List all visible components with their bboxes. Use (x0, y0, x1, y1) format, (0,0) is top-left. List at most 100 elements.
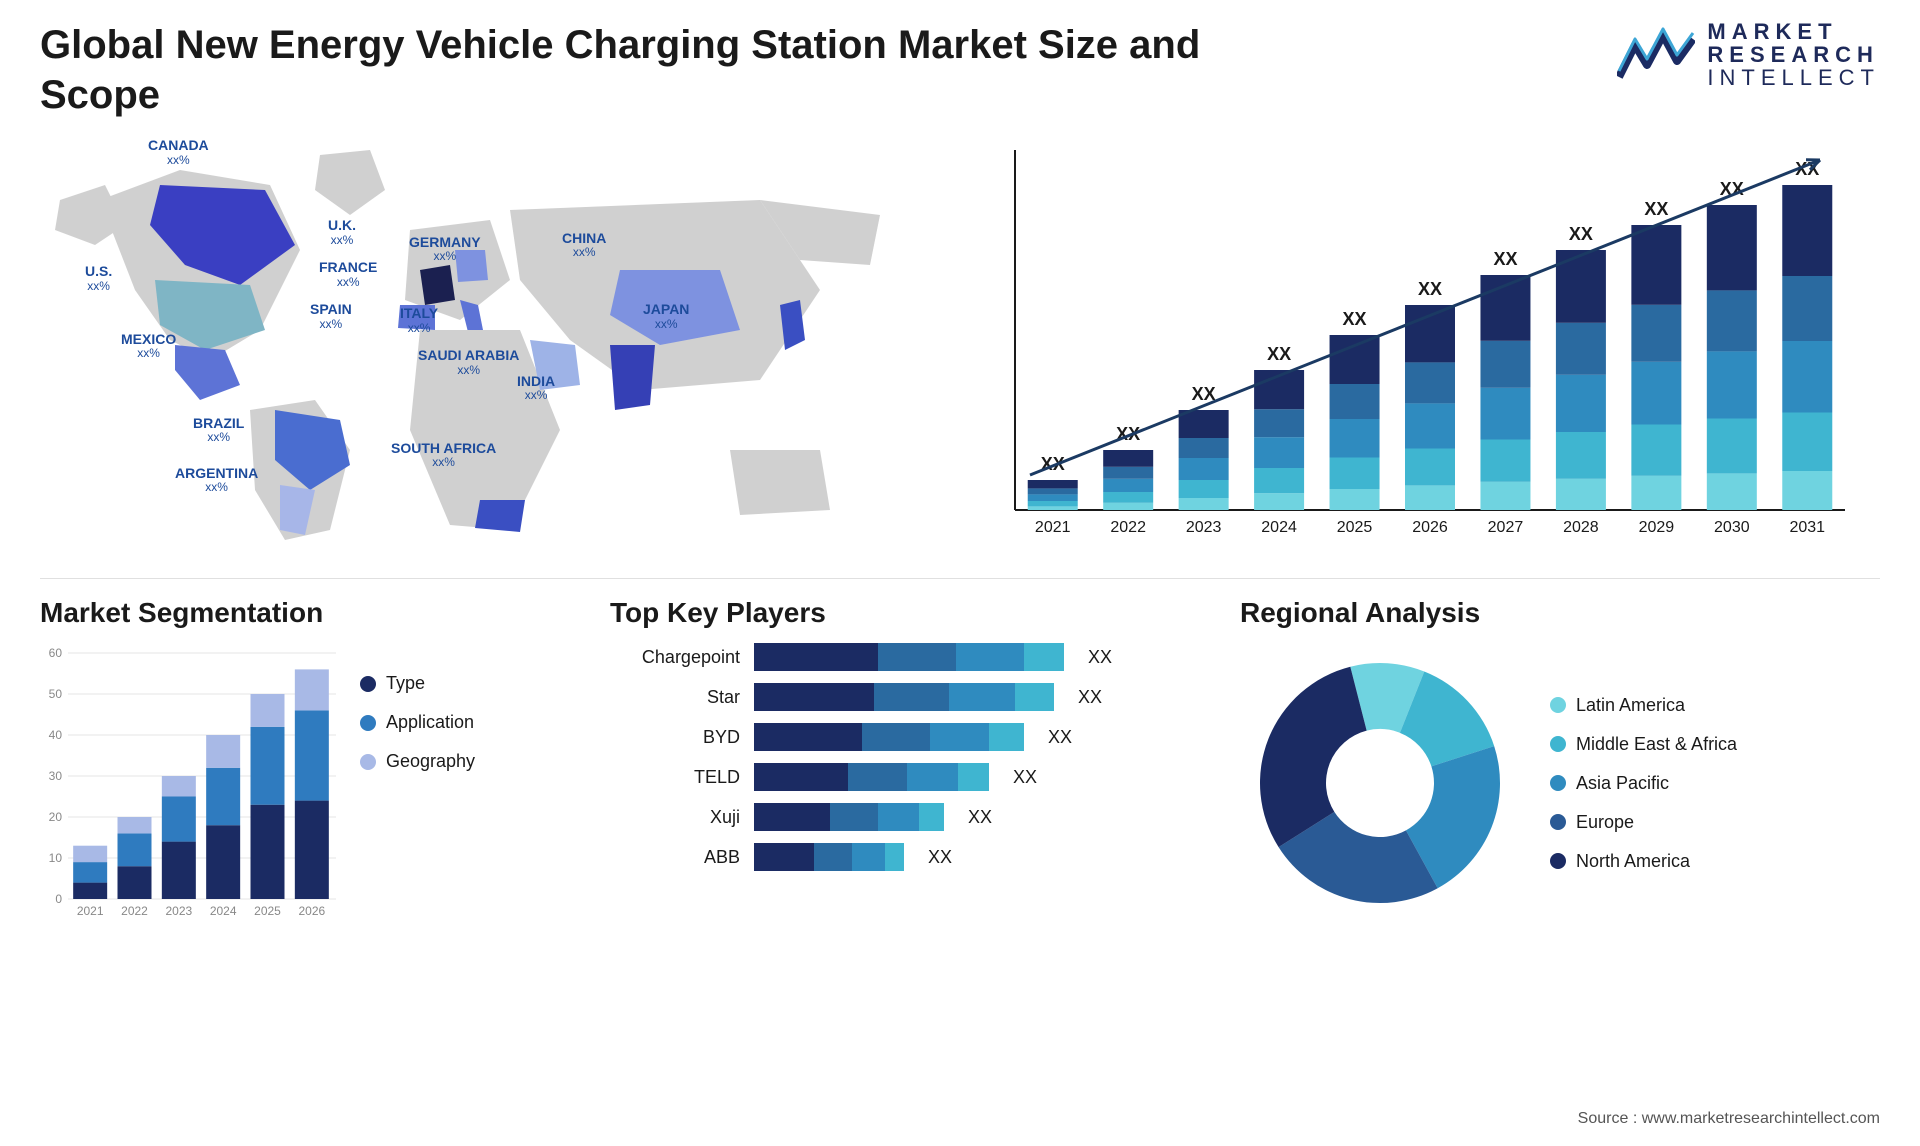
player-bar (754, 643, 1064, 671)
map-region-greenland (315, 150, 385, 215)
main-bar-seg (1028, 494, 1078, 501)
map-label-india: INDIAxx% (517, 374, 555, 403)
main-bar-top-label: XX (1267, 344, 1291, 364)
seg-year-label: 2025 (254, 904, 281, 918)
seg-legend-label: Geography (386, 751, 475, 772)
seg-bar-seg (118, 833, 152, 866)
legend-dot-icon (1550, 853, 1566, 869)
main-bar-seg (1556, 375, 1606, 432)
seg-year-label: 2021 (77, 904, 104, 918)
seg-bar-seg (295, 801, 329, 899)
main-bar-top-label: XX (1644, 199, 1668, 219)
main-bar-seg (1254, 409, 1304, 437)
player-bar-seg (814, 843, 852, 871)
map-region-france (420, 265, 455, 305)
main-bar-seg (1330, 384, 1380, 419)
main-bar-seg (1254, 493, 1304, 510)
main-bar-year-label: 2027 (1488, 519, 1524, 536)
main-bar-seg (1480, 341, 1530, 388)
main-bar-year-label: 2028 (1563, 519, 1599, 536)
regional-legend-item: Middle East & Africa (1550, 734, 1737, 755)
player-name: Xuji (610, 807, 740, 828)
map-label-southafrica: SOUTH AFRICAxx% (391, 441, 496, 470)
player-bar-seg (830, 803, 878, 831)
player-bar-seg (919, 803, 944, 831)
player-bar-seg (1024, 643, 1064, 671)
map-label-canada: CANADAxx% (148, 138, 209, 167)
logo-line-1: MARKET (1707, 20, 1880, 43)
player-row: XujiXX (610, 803, 1130, 831)
map-label-mexico: MEXICOxx% (121, 332, 176, 361)
page-title: Global New Energy Vehicle Charging Stati… (40, 20, 1240, 120)
map-label-italy: ITALYxx% (400, 306, 438, 335)
player-bar-seg (754, 763, 848, 791)
seg-ytick: 50 (49, 687, 63, 701)
main-bar-seg (1782, 413, 1832, 472)
main-bar-seg (1631, 425, 1681, 476)
logo-line-3: INTELLECT (1707, 66, 1880, 89)
player-row: Chargepoint XX (610, 643, 1130, 671)
player-row: ABBXX (610, 843, 1130, 871)
seg-ytick: 0 (55, 892, 62, 906)
player-bar (754, 763, 989, 791)
map-label-brazil: BRAZILxx% (193, 416, 244, 445)
legend-dot-icon (360, 676, 376, 692)
player-bar-seg (930, 723, 989, 751)
main-bar-top-label: XX (1418, 279, 1442, 299)
regional-legend-label: Middle East & Africa (1576, 734, 1737, 755)
map-label-japan: JAPANxx% (643, 302, 689, 331)
player-bar (754, 843, 904, 871)
map-label-us: U.S.xx% (85, 264, 112, 293)
top-row: CANADAxx% U.S.xx% MEXICOxx% BRAZILxx% ARGENT… (40, 130, 1880, 550)
main-bar-seg (1330, 458, 1380, 490)
main-bar-seg (1254, 468, 1304, 493)
seg-bar-seg (73, 862, 107, 883)
seg-bar-seg (73, 846, 107, 862)
map-label-china: CHINAxx% (562, 231, 606, 260)
map-label-argentina: ARGENTINAxx% (175, 466, 258, 495)
main-bar-seg (1480, 440, 1530, 482)
main-bar-seg (1631, 305, 1681, 362)
player-row: TELDXX (610, 763, 1130, 791)
seg-bar-seg (118, 817, 152, 833)
seg-bar-seg (251, 805, 285, 899)
regional-legend-item: Latin America (1550, 695, 1737, 716)
player-bar-seg (754, 843, 814, 871)
main-bar-top-label: XX (1493, 249, 1517, 269)
main-bar-seg (1330, 489, 1380, 510)
main-bar-seg (1330, 335, 1380, 384)
player-bar (754, 723, 1024, 751)
seg-legend-item: Application (360, 712, 475, 733)
brand-logo: MARKET RESEARCH INTELLECT (1617, 20, 1880, 89)
world-map-panel: CANADAxx% U.S.xx% MEXICOxx% BRAZILxx% ARGENT… (40, 130, 940, 550)
player-row: StarXX (610, 683, 1130, 711)
main-bar-year-label: 2025 (1337, 519, 1373, 536)
main-bar-seg (1405, 403, 1455, 448)
seg-bar-seg (251, 727, 285, 805)
regional-donut (1240, 643, 1520, 923)
seg-ytick: 60 (49, 646, 63, 660)
legend-dot-icon (360, 715, 376, 731)
main-bar-seg (1556, 323, 1606, 375)
map-label-germany: GERMANYxx% (409, 235, 481, 264)
player-bar-seg (989, 723, 1024, 751)
regional-legend-label: Latin America (1576, 695, 1685, 716)
player-name: TELD (610, 767, 740, 788)
logo-mark-icon (1617, 27, 1695, 83)
player-value: XX (1088, 647, 1112, 668)
player-name: BYD (610, 727, 740, 748)
main-bar-chart: XX2021XX2022XX2023XX2024XX2025XX2026XX20… (970, 130, 1880, 550)
regional-legend-item: Asia Pacific (1550, 773, 1737, 794)
segmentation-legend: Type Application Geography (360, 673, 475, 772)
player-name: Chargepoint (610, 647, 740, 668)
main-bar-seg (1330, 419, 1380, 458)
seg-legend-label: Type (386, 673, 425, 694)
player-bar-seg (1015, 683, 1054, 711)
main-bar-seg (1707, 205, 1757, 290)
player-bar-seg (754, 643, 878, 671)
main-bar-svg: XX2021XX2022XX2023XX2024XX2025XX2026XX20… (970, 130, 1880, 550)
main-bar-seg (1782, 185, 1832, 276)
main-bar-year-label: 2030 (1714, 519, 1750, 536)
seg-bar-seg (162, 776, 196, 797)
main-bar-seg (1179, 438, 1229, 458)
